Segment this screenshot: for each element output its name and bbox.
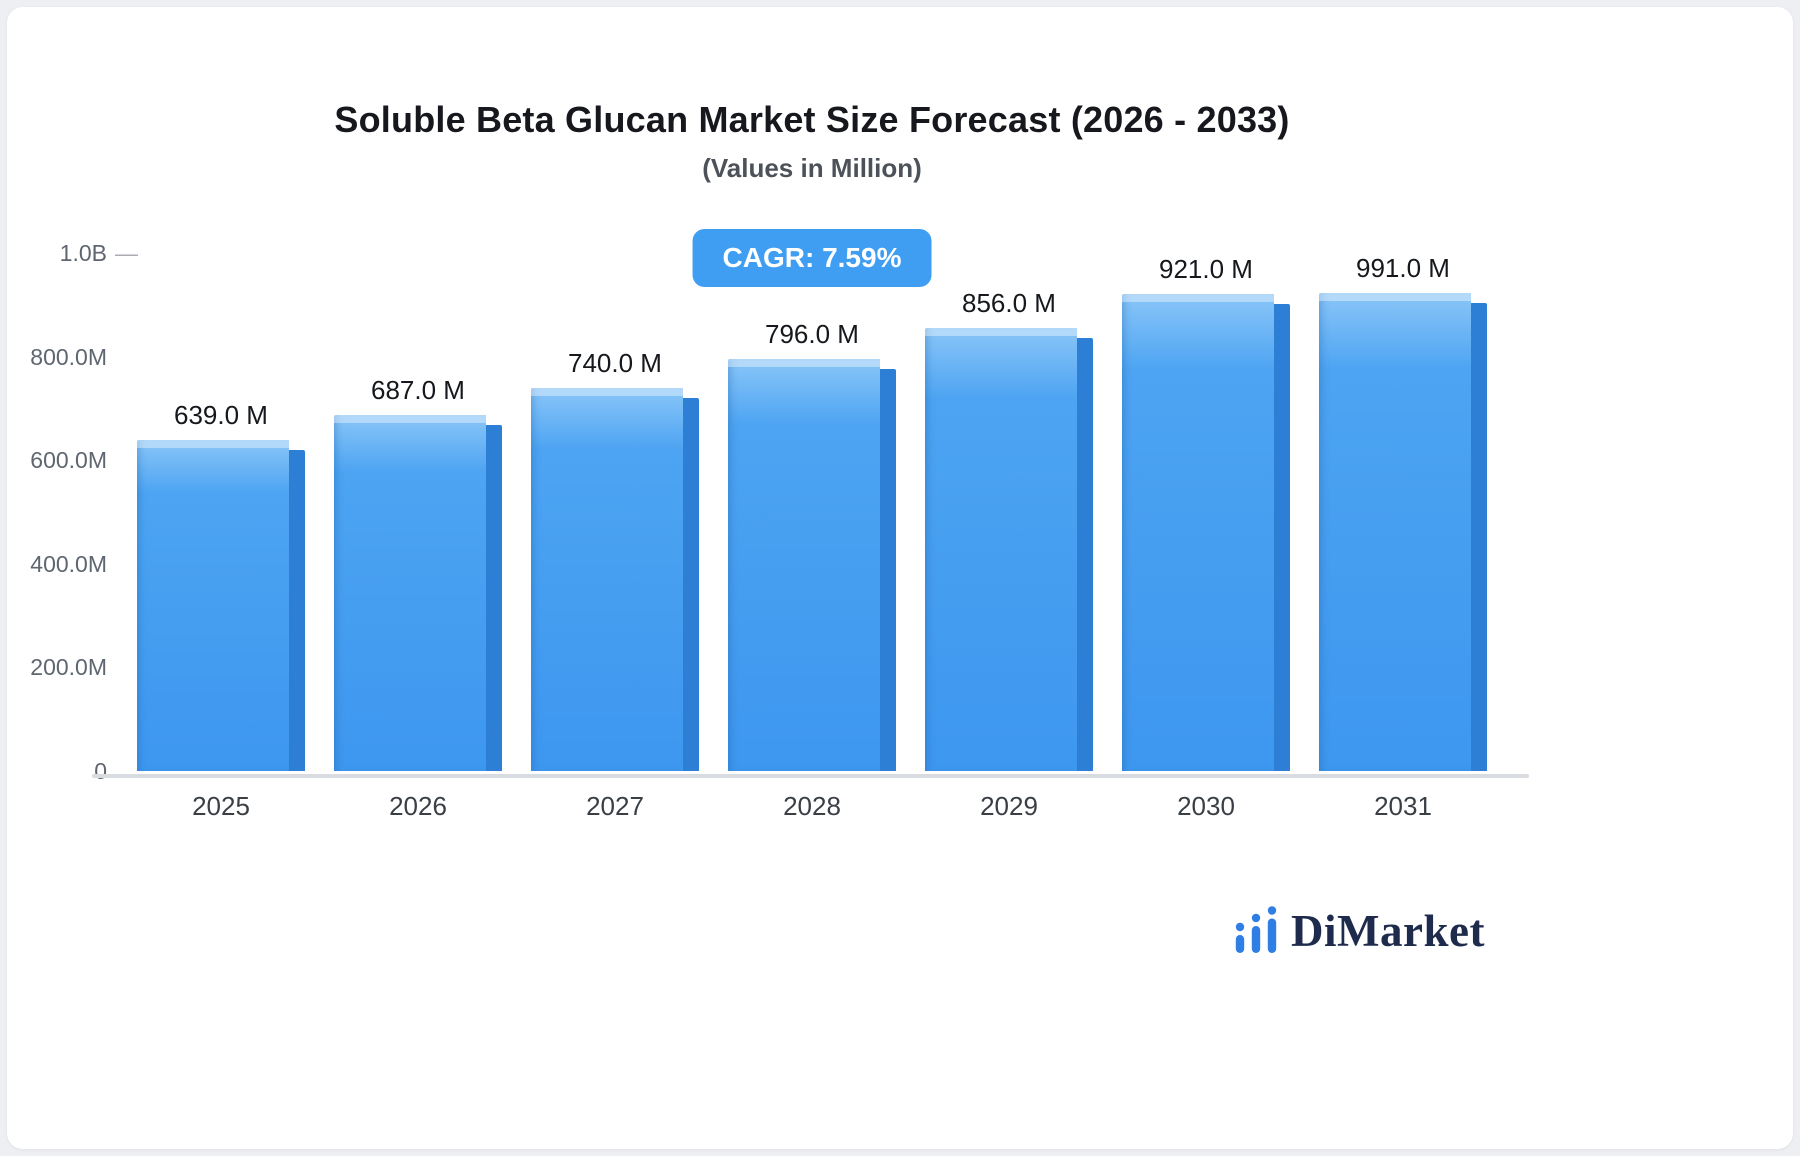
- dimarket-logo: DiMarket: [1233, 905, 1485, 957]
- y-axis-tick-label: 200.0M: [30, 654, 107, 681]
- bar-slot: 687.0 M: [334, 253, 502, 771]
- y-axis-tick-label: 1.0B —: [59, 240, 138, 266]
- bar-slot: 639.0 M: [137, 253, 305, 771]
- bar: [334, 415, 502, 771]
- x-axis-label: 2031: [1374, 791, 1432, 821]
- y-axis-tick-label: 800.0M: [30, 343, 107, 370]
- axis-tick-dash: —: [115, 240, 138, 266]
- bar-face: [1122, 293, 1274, 771]
- bar-slot: 740.0 M: [531, 253, 699, 771]
- bar: [1122, 293, 1290, 771]
- x-axis-label: 2027: [586, 791, 644, 821]
- y-axis-tick-label: 400.0M: [30, 550, 107, 577]
- bar-slot: 921.0 M: [1122, 253, 1290, 771]
- bar-value-label: 921.0 M: [1159, 253, 1253, 284]
- x-axis-label: 2030: [1177, 791, 1235, 821]
- bar-side: [486, 425, 502, 771]
- bar-value-label: 991.0 M: [1356, 253, 1450, 283]
- x-axis-label: 2029: [980, 791, 1038, 821]
- bar-face: [334, 415, 486, 771]
- bar-side: [1471, 303, 1487, 771]
- logo-text: DiMarket: [1291, 906, 1485, 956]
- x-axis-label: 2028: [783, 791, 841, 821]
- bar-side: [1274, 303, 1290, 771]
- bars-row: 639.0 M 687.0 M 740.0 M 796.0 M 856.0 M 921.0…: [117, 253, 1527, 771]
- bar-value-label: 856.0 M: [962, 287, 1056, 318]
- bar-side: [880, 368, 896, 771]
- x-axis-label: 2026: [389, 791, 447, 821]
- bar-face: [137, 440, 289, 771]
- bar-slot: 796.0 M: [728, 253, 896, 771]
- x-axis-label: 2025: [192, 791, 250, 821]
- chart-title: Soluble Beta Glucan Market Size Forecast…: [334, 99, 1290, 140]
- x-axis-baseline: [92, 774, 1529, 778]
- bar: [925, 327, 1093, 771]
- bar-value-label: 796.0 M: [765, 318, 859, 349]
- bar-side: [289, 450, 305, 771]
- bar-side: [1077, 337, 1093, 771]
- bar-face: [728, 358, 880, 771]
- bar: [728, 358, 896, 771]
- bar-chart-logo-icon: [1233, 906, 1279, 956]
- bar-face: [925, 327, 1077, 771]
- y-axis-tick-label: 0: [94, 758, 107, 784]
- bar-slot: 991.0 M: [1319, 253, 1487, 771]
- plot-area: 639.0 M 687.0 M 740.0 M 796.0 M 856.0 M 921.0…: [117, 253, 1527, 771]
- y-axis-tick-label: 600.0M: [30, 447, 107, 474]
- bar-slot: 856.0 M: [925, 253, 1093, 771]
- y-axis: 1.0B — 800.0M 600.0M 400.0M 200.0M 0: [19, 240, 138, 784]
- bar-face: [1319, 293, 1471, 771]
- x-axis-row: 2025 2026 2027 2028 2029 2030 2031: [117, 791, 1527, 822]
- bar: [531, 387, 699, 771]
- chart-subtitle: (Values in Million): [702, 153, 922, 183]
- bar: [137, 440, 305, 771]
- bar-value-label: 740.0 M: [568, 347, 662, 378]
- chart-card: Soluble Beta Glucan Market Size Forecast…: [7, 7, 1793, 1149]
- bar: [1319, 293, 1487, 771]
- bar-face: [531, 387, 683, 771]
- bar-side: [683, 397, 699, 771]
- bar-value-label: 687.0 M: [371, 375, 465, 406]
- bar-value-label: 639.0 M: [174, 400, 268, 430]
